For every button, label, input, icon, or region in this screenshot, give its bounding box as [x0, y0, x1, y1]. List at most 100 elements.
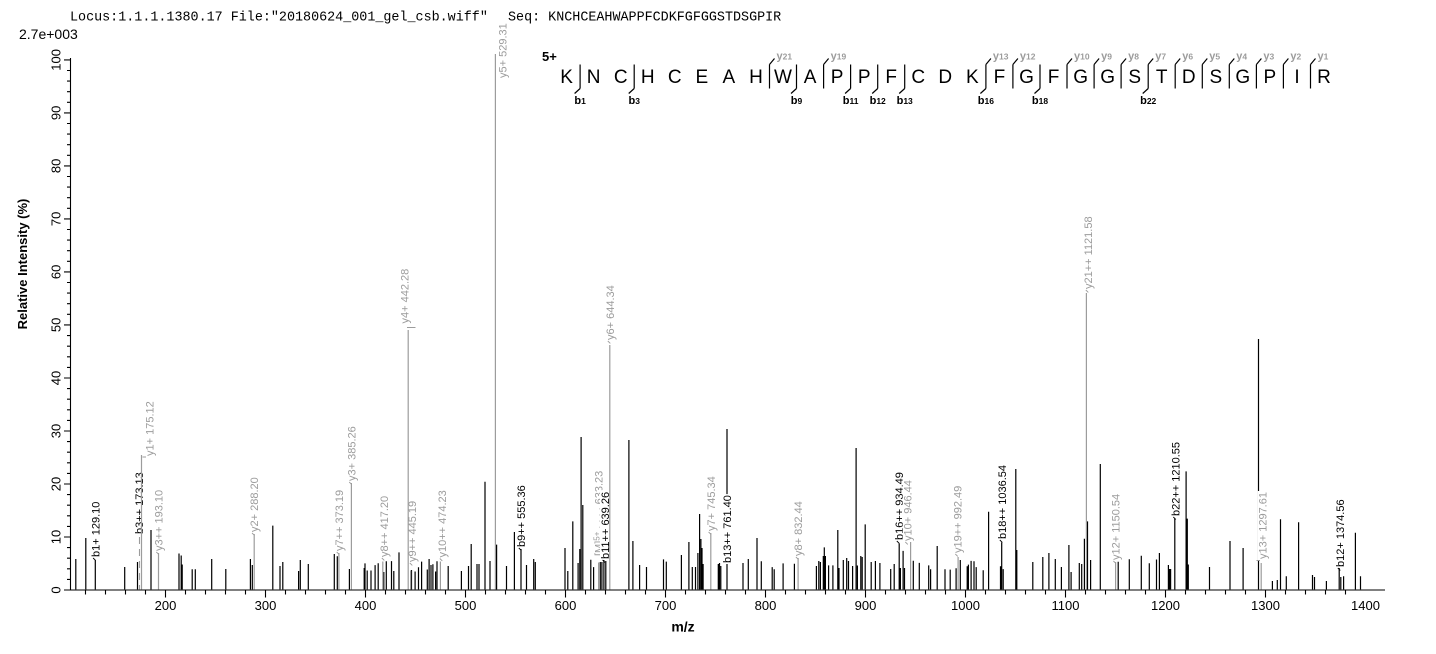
svg-text:b22: b22: [1140, 95, 1156, 107]
svg-text:10: 10: [49, 530, 64, 544]
svg-text:b16: b16: [978, 95, 994, 107]
svg-text:y10+ 946.44: y10+ 946.44: [903, 480, 915, 541]
svg-text:70: 70: [49, 212, 64, 226]
svg-text:S: S: [1128, 67, 1141, 88]
svg-text:y19: y19: [831, 51, 847, 63]
svg-text:y5: y5: [1209, 51, 1220, 63]
svg-text:I: I: [1294, 67, 1299, 88]
svg-text:Relative Intensity (%): Relative Intensity (%): [15, 199, 30, 330]
svg-text:W: W: [774, 67, 792, 88]
svg-text:G: G: [1100, 67, 1115, 88]
svg-text:y9: y9: [1101, 51, 1112, 63]
svg-text:F: F: [885, 67, 897, 88]
svg-text:y8++ 417.20: y8++ 417.20: [379, 496, 391, 557]
svg-text:b13: b13: [897, 95, 913, 107]
svg-text:b13++ 761.40: b13++ 761.40: [722, 495, 734, 563]
svg-text:900: 900: [855, 598, 877, 613]
svg-text:R: R: [1317, 67, 1331, 88]
svg-text:700: 700: [655, 598, 677, 613]
svg-text:y4: y4: [1236, 51, 1247, 63]
svg-text:b1+ 129.10: b1+ 129.10: [90, 502, 102, 557]
svg-text:y8+ 832.44: y8+ 832.44: [793, 501, 805, 556]
svg-text:1000: 1000: [951, 598, 980, 613]
svg-text:C: C: [614, 67, 628, 88]
svg-text:0: 0: [49, 586, 64, 593]
svg-text:y12+ 1150.54: y12+ 1150.54: [1111, 494, 1123, 560]
svg-text:F: F: [994, 67, 1006, 88]
svg-text:y21: y21: [777, 51, 793, 63]
svg-text:y8: y8: [1128, 51, 1139, 63]
svg-text:P: P: [831, 67, 844, 88]
svg-text:1200: 1200: [1151, 598, 1180, 613]
svg-text:y6: y6: [1182, 51, 1193, 63]
svg-text:80: 80: [49, 159, 64, 173]
svg-text:b9++ 555.36: b9++ 555.36: [516, 485, 528, 547]
svg-text:y21++ 1121.58: y21++ 1121.58: [1083, 216, 1095, 289]
svg-text:b12: b12: [870, 95, 886, 107]
svg-text:A: A: [804, 67, 817, 88]
svg-text:600: 600: [555, 598, 577, 613]
svg-text:300: 300: [255, 598, 277, 613]
svg-text:G: G: [1019, 67, 1034, 88]
svg-text:40: 40: [49, 371, 64, 385]
svg-text:b18++ 1036.54: b18++ 1036.54: [997, 465, 1009, 539]
svg-text:m/z: m/z: [671, 619, 694, 635]
svg-text:P: P: [858, 67, 871, 88]
svg-text:F: F: [1048, 67, 1060, 88]
svg-text:y3: y3: [1263, 51, 1274, 63]
svg-text:y3+ 385.26: y3+ 385.26: [346, 426, 358, 481]
svg-text:200: 200: [155, 598, 177, 613]
svg-text:800: 800: [755, 598, 777, 613]
svg-text:60: 60: [49, 265, 64, 279]
svg-text:y7: y7: [1155, 51, 1166, 63]
svg-text:E: E: [696, 67, 709, 88]
svg-text:Locus:1.1.1.1380.17 File:"2018: Locus:1.1.1.1380.17 File:"20180624_001_g…: [70, 11, 488, 26]
svg-text:N: N: [587, 67, 601, 88]
svg-text:C: C: [668, 67, 682, 88]
svg-text:b12+ 1374.56: b12+ 1374.56: [1335, 499, 1347, 567]
svg-text:1400: 1400: [1351, 598, 1380, 613]
svg-text:400: 400: [355, 598, 377, 613]
svg-text:1300: 1300: [1251, 598, 1280, 613]
svg-text:y19++ 992.49: y19++ 992.49: [953, 486, 965, 553]
svg-text:y12: y12: [1020, 51, 1036, 63]
svg-text:2.7e+003: 2.7e+003: [19, 26, 78, 42]
svg-text:b1: b1: [574, 95, 586, 107]
svg-text:H: H: [749, 67, 763, 88]
svg-text:D: D: [938, 67, 952, 88]
svg-text:30: 30: [49, 424, 64, 438]
svg-text:K: K: [560, 67, 573, 88]
svg-text:y10: y10: [1074, 51, 1090, 63]
svg-text:y2+ 288.20: y2+ 288.20: [249, 477, 261, 532]
svg-text:b3++ 173.13: b3++ 173.13: [134, 472, 146, 534]
svg-text:y7++ 373.19: y7++ 373.19: [334, 490, 346, 551]
svg-text:S: S: [1209, 67, 1222, 88]
svg-text:D: D: [1182, 67, 1196, 88]
svg-text:H: H: [641, 67, 655, 88]
svg-text:y5+ 529.31: y5+ 529.31: [498, 23, 510, 78]
svg-text:y9++ 445.19: y9++ 445.19: [407, 501, 419, 562]
svg-text:b3: b3: [628, 95, 640, 107]
svg-text:b18: b18: [1032, 95, 1048, 107]
svg-text:T: T: [1156, 67, 1168, 88]
svg-text:A: A: [723, 67, 736, 88]
svg-text:y3++ 193.10: y3++ 193.10: [154, 490, 166, 551]
svg-text:20: 20: [49, 477, 64, 491]
svg-text:C: C: [911, 67, 925, 88]
svg-text:5+: 5+: [542, 49, 557, 64]
svg-text:b11++ 639.26: b11++ 639.26: [600, 492, 612, 559]
svg-text:y1: y1: [1318, 51, 1329, 63]
svg-text:G: G: [1073, 67, 1088, 88]
svg-text:50: 50: [49, 318, 64, 332]
svg-text:y10++ 474.23: y10++ 474.23: [437, 490, 449, 557]
svg-text:K: K: [966, 67, 979, 88]
svg-text:y13: y13: [993, 51, 1009, 63]
svg-text:y1+ 175.12: y1+ 175.12: [145, 401, 157, 456]
svg-text:500: 500: [455, 598, 477, 613]
svg-text:y7+ 745.34: y7+ 745.34: [706, 476, 718, 531]
svg-text:100: 100: [49, 49, 64, 71]
svg-text:y2: y2: [1290, 51, 1301, 63]
svg-text:b11: b11: [843, 95, 859, 107]
svg-text:Seq: KNCHCEAHWAPPFCDKFGFGGSTDS: Seq: KNCHCEAHWAPPFCDKFGFGGSTDSGPIR: [508, 11, 781, 26]
svg-text:b9: b9: [791, 95, 803, 107]
